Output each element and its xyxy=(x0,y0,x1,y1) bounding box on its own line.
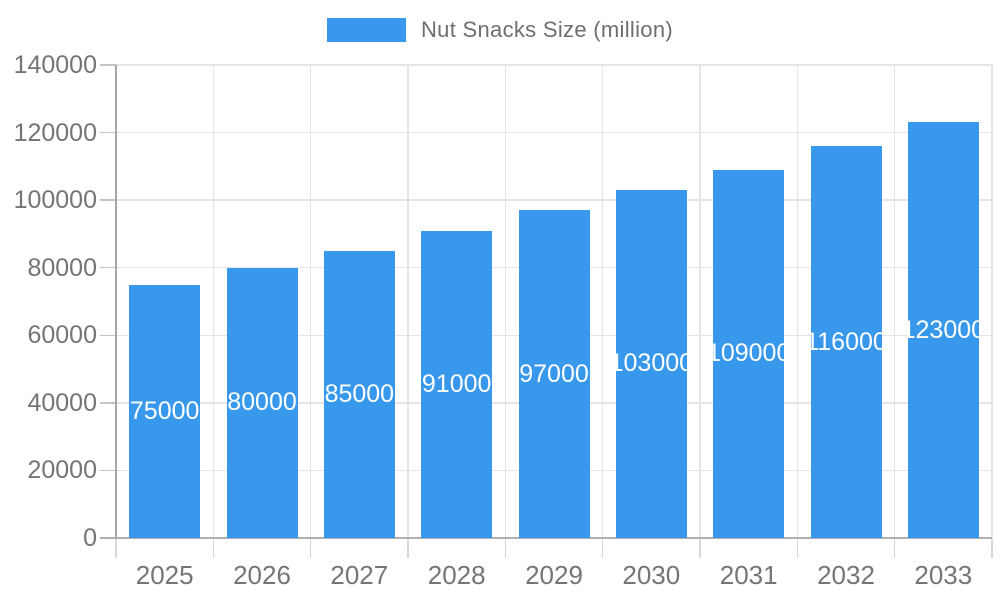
gridline-vertical xyxy=(796,65,799,538)
bar-2029[interactable]: 97000 xyxy=(518,210,590,538)
x-axis-tick xyxy=(407,539,409,558)
bar-value-label: 109000 xyxy=(713,339,785,368)
x-axis-tick xyxy=(796,539,799,558)
y-axis-tick-label: 0 xyxy=(83,524,97,552)
y-axis-tick-label: 140000 xyxy=(13,51,97,79)
bar-value-label: 91000 xyxy=(421,369,492,398)
x-axis-tick xyxy=(504,539,507,558)
y-axis-tick xyxy=(100,64,116,66)
gridline-vertical xyxy=(407,65,409,538)
x-axis-line xyxy=(100,537,992,539)
y-axis-tick-label: 20000 xyxy=(27,456,97,485)
y-axis-tick xyxy=(100,131,116,134)
gridline-vertical xyxy=(893,65,896,538)
y-axis-tick xyxy=(100,402,116,404)
bar-value-label: 103000 xyxy=(615,349,687,378)
x-axis-tick-label: 2033 xyxy=(914,560,973,590)
bar-2030[interactable]: 103000 xyxy=(615,190,687,538)
gridline-vertical xyxy=(504,65,507,538)
gridline-vertical xyxy=(309,65,312,538)
gridline-horizontal xyxy=(116,64,992,66)
y-axis-line xyxy=(115,65,117,558)
bar-2026[interactable]: 80000 xyxy=(226,267,298,538)
bar-2031[interactable]: 109000 xyxy=(713,169,785,538)
y-axis-tick xyxy=(100,267,116,269)
bar-2025[interactable]: 75000 xyxy=(129,284,201,538)
x-axis-tick-label: 2028 xyxy=(427,560,486,590)
gridline-horizontal xyxy=(116,131,992,134)
bar-2027[interactable]: 85000 xyxy=(323,250,395,538)
bar-value-label: 75000 xyxy=(129,396,200,425)
gridline-vertical xyxy=(991,65,993,538)
bar-2028[interactable]: 91000 xyxy=(421,230,493,538)
y-axis-tick xyxy=(100,199,116,201)
x-axis-tick xyxy=(115,539,117,558)
x-axis-tick xyxy=(309,539,312,558)
y-axis-tick-label: 40000 xyxy=(27,388,97,417)
bar-value-label: 80000 xyxy=(227,388,297,417)
y-axis-tick-label: 80000 xyxy=(27,253,97,282)
x-axis-tick-label: 2030 xyxy=(622,560,681,590)
y-axis-tick xyxy=(100,334,116,336)
gridline-vertical xyxy=(601,65,604,538)
x-axis-tick-label: 2032 xyxy=(817,560,875,590)
x-axis-tick xyxy=(212,539,215,558)
gridline-vertical xyxy=(212,65,215,538)
legend[interactable]: Nut Snacks Size (million) xyxy=(0,17,1000,43)
bar-value-label: 97000 xyxy=(519,359,589,388)
x-axis-tick-label: 2026 xyxy=(233,560,291,590)
x-axis-tick-label: 2031 xyxy=(719,560,778,590)
y-axis-tick-label: 120000 xyxy=(13,118,97,147)
x-axis-tick xyxy=(991,539,993,558)
gridline-horizontal xyxy=(116,199,992,201)
legend-label: Nut Snacks Size (million) xyxy=(420,17,673,42)
x-axis-tick xyxy=(699,539,701,558)
legend-swatch xyxy=(326,18,406,42)
bar-2033[interactable]: 123000 xyxy=(907,122,979,538)
y-axis-tick xyxy=(100,469,116,472)
x-axis-tick xyxy=(601,539,604,558)
gridline-vertical xyxy=(699,65,701,538)
x-axis-tick xyxy=(893,539,896,558)
x-axis-tick-label: 2025 xyxy=(135,560,194,590)
x-axis-tick-label: 2027 xyxy=(330,560,389,590)
y-axis-tick-label: 100000 xyxy=(13,186,97,215)
x-axis-tick-label: 2029 xyxy=(525,560,583,590)
y-axis-tick-label: 60000 xyxy=(27,321,97,350)
bar-value-label: 123000 xyxy=(907,315,979,344)
bar-value-label: 85000 xyxy=(324,379,395,408)
